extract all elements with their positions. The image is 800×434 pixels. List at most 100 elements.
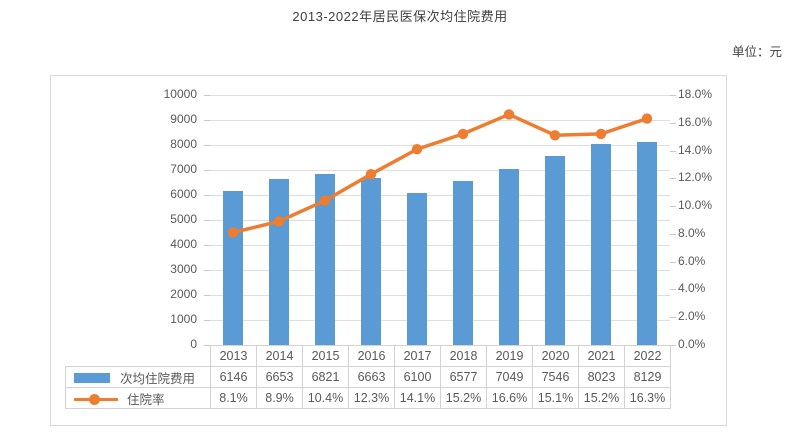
right-axis-tick <box>670 233 676 235</box>
rate-value-cell: 15.2% <box>578 387 625 409</box>
data-point-marker-2022 <box>641 113 653 124</box>
left-axis-tick <box>204 270 210 271</box>
year-cell: 2016 <box>348 345 395 367</box>
right-axis-label: 14.0% <box>678 142 713 157</box>
gridline <box>210 245 670 246</box>
gridline <box>210 295 670 296</box>
cost-value-cell: 8023 <box>578 366 625 388</box>
bar-2014 <box>269 178 289 345</box>
legend-bar-swatch <box>74 373 110 384</box>
legend-line-swatch <box>74 393 118 405</box>
left-axis-label: 2000 <box>170 287 197 301</box>
right-axis-tick <box>670 345 676 346</box>
unit-label: 单位：元 <box>731 45 782 59</box>
cost-value-cell: 6577 <box>440 366 487 388</box>
bar-2020 <box>545 156 565 345</box>
right-axis-label: 4.0% <box>678 281 706 296</box>
year-cell: 2021 <box>578 345 625 367</box>
cost-value-cell: 6663 <box>348 366 395 388</box>
year-cell: 2018 <box>440 345 487 367</box>
bar-2015 <box>315 174 335 345</box>
left-axis-tick <box>204 145 210 146</box>
bar-2013 <box>223 191 243 345</box>
left-axis-tick <box>204 295 210 296</box>
rate-value-cell: 8.1% <box>210 387 257 409</box>
right-axis-tick <box>670 289 676 291</box>
cost-value-cell: 6653 <box>256 366 303 388</box>
left-axis-tick <box>204 195 210 196</box>
right-axis-tick <box>670 178 676 180</box>
rate-value-cell: 16.6% <box>486 387 533 409</box>
left-axis-tick <box>204 245 210 246</box>
right-axis-label: 12.0% <box>678 170 713 185</box>
gridline <box>210 320 670 321</box>
left-axis-label: 8000 <box>170 137 197 151</box>
left-axis-label: 4000 <box>170 237 197 251</box>
left-axis-tick <box>204 95 210 96</box>
right-axis-label: 0.0% <box>678 337 706 351</box>
right-axis-tick <box>670 317 676 319</box>
table-corner-blank <box>66 346 211 367</box>
left-axis-tick <box>204 320 210 321</box>
rate-value-cell: 16.3% <box>624 387 671 409</box>
data-point-marker-2019 <box>503 109 515 120</box>
right-axis-tick <box>670 122 676 124</box>
legend-cost: 次均住院费用 <box>65 366 211 388</box>
rate-value-cell: 8.9% <box>256 387 303 409</box>
left-axis-tick <box>204 220 210 221</box>
right-axis-label: 18.0% <box>678 87 713 101</box>
rate-value-cell: 15.2% <box>440 387 487 409</box>
legend-label-rate: 住院率 <box>127 392 165 407</box>
right-axis-label: 6.0% <box>678 253 706 268</box>
cost-value-cell: 6100 <box>394 366 441 388</box>
data-point-marker-2020 <box>549 130 561 141</box>
gridline <box>210 95 670 96</box>
cost-value-cell: 6146 <box>210 366 257 388</box>
year-cell: 2019 <box>486 345 533 367</box>
left-axis-label: 6000 <box>170 187 197 201</box>
cost-value-cell: 8129 <box>624 366 671 388</box>
bar-2019 <box>499 168 519 345</box>
legend-label-cost: 次均住院费用 <box>120 371 196 386</box>
bar-2022 <box>637 141 657 345</box>
left-axis-label: 3000 <box>170 262 197 276</box>
year-cell: 2017 <box>394 345 441 367</box>
year-cell: 2022 <box>624 345 671 367</box>
right-axis-label: 2.0% <box>678 309 706 324</box>
chart-title: 2013-2022年居民医保次均住院费用 <box>292 9 508 24</box>
left-axis-label: 5000 <box>170 212 197 226</box>
legend-rate: 住院率 <box>65 387 211 409</box>
cost-value-cell: 7546 <box>532 366 579 388</box>
cost-value-cell: 7049 <box>486 366 533 388</box>
right-axis-label: 10.0% <box>678 198 713 213</box>
bar-2017 <box>407 192 427 345</box>
year-cell: 2013 <box>210 345 257 367</box>
gridline <box>210 270 670 271</box>
year-cell: 2020 <box>532 345 579 367</box>
right-axis-label: 8.0% <box>678 225 706 240</box>
left-axis-tick <box>204 170 210 171</box>
rate-value-cell: 10.4% <box>302 387 349 409</box>
right-axis-label: 16.0% <box>678 114 713 129</box>
left-axis-tick <box>204 120 210 121</box>
rate-value-cell: 14.1% <box>394 387 441 409</box>
cost-value-cell: 6821 <box>302 366 349 388</box>
rate-value-cell: 15.1% <box>532 387 579 409</box>
chart-box: 0 1000 2000 3000 4000 5000 6000 7000 8000 9000 100… <box>50 75 727 426</box>
data-point-marker-2018 <box>457 128 469 140</box>
right-axis-tick <box>670 206 676 208</box>
left-axis-label: 10000 <box>163 87 197 101</box>
rate-value-cell: 12.3% <box>348 387 395 409</box>
data-point-marker-2021 <box>595 128 607 140</box>
right-axis-tick <box>670 261 676 263</box>
right-axis-tick <box>670 95 676 96</box>
bar-2018 <box>453 180 473 345</box>
bar-2021 <box>591 144 611 345</box>
left-axis-label: 7000 <box>170 162 197 176</box>
right-axis-tick <box>670 150 676 152</box>
left-axis-tick <box>204 345 210 346</box>
legend-line-marker <box>89 393 100 405</box>
data-table: 2013 2014 2015 2016 2017 2018 2019 2020 2021 2022… <box>65 345 671 409</box>
year-cell: 2014 <box>256 345 303 367</box>
